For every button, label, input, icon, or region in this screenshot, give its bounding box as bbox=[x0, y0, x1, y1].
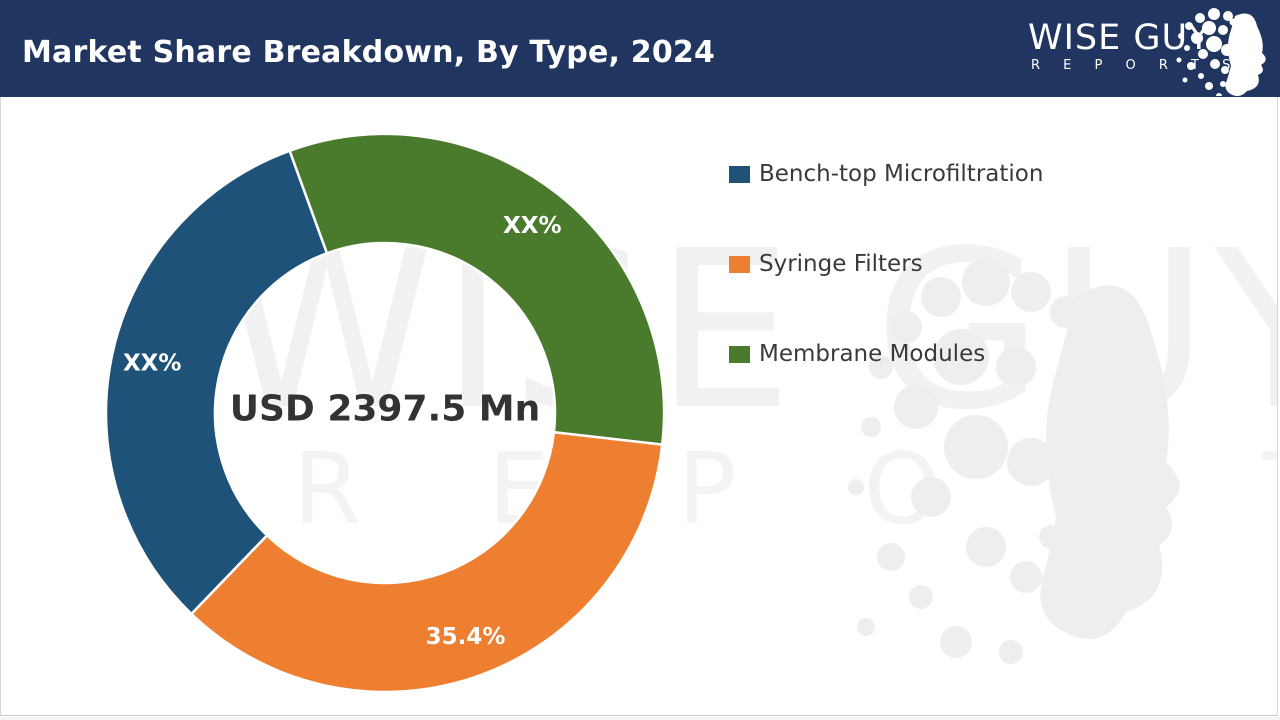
segment-membrane-modules bbox=[288, 132, 666, 446]
legend-label: Syringe Filters bbox=[759, 251, 923, 277]
header-bar: Market Share Breakdown, By Type, 2024 WI… bbox=[0, 0, 1280, 97]
segment-value-label-bench-top-microfiltration: XX% bbox=[123, 351, 182, 377]
footer-strip bbox=[0, 717, 1280, 720]
legend-label: Bench-top Microfiltration bbox=[759, 161, 1044, 187]
donut-center-value: USD 2397.5 Mn bbox=[230, 389, 540, 430]
logo-face-icon bbox=[1176, 8, 1266, 96]
legend-label: Membrane Modules bbox=[759, 341, 986, 367]
legend-item-syringe-filters: Syringe Filters bbox=[729, 248, 1043, 280]
legend-item-bench-top-microfiltration: Bench-top Microfiltration bbox=[729, 158, 1043, 190]
segment-bench-top-microfiltration bbox=[104, 149, 329, 616]
legend-swatch-orange bbox=[729, 255, 750, 273]
segment-syringe-filters bbox=[190, 430, 664, 694]
segment-value-label-membrane-modules: XX% bbox=[503, 213, 562, 239]
segment-value-label-syringe-filters: 35.4% bbox=[426, 624, 506, 650]
legend-swatch-green bbox=[729, 345, 750, 363]
page-title: Market Share Breakdown, By Type, 2024 bbox=[22, 35, 716, 70]
watermark-face-icon bbox=[848, 258, 1180, 664]
wiseguy-logo: WISE GUY R E P O R T S bbox=[1028, 8, 1268, 96]
legend-swatch-blue bbox=[729, 165, 750, 183]
legend-item-membrane-modules: Membrane Modules bbox=[729, 338, 1043, 370]
legend: Bench-top Microfiltration Syringe Filter… bbox=[729, 158, 1043, 370]
